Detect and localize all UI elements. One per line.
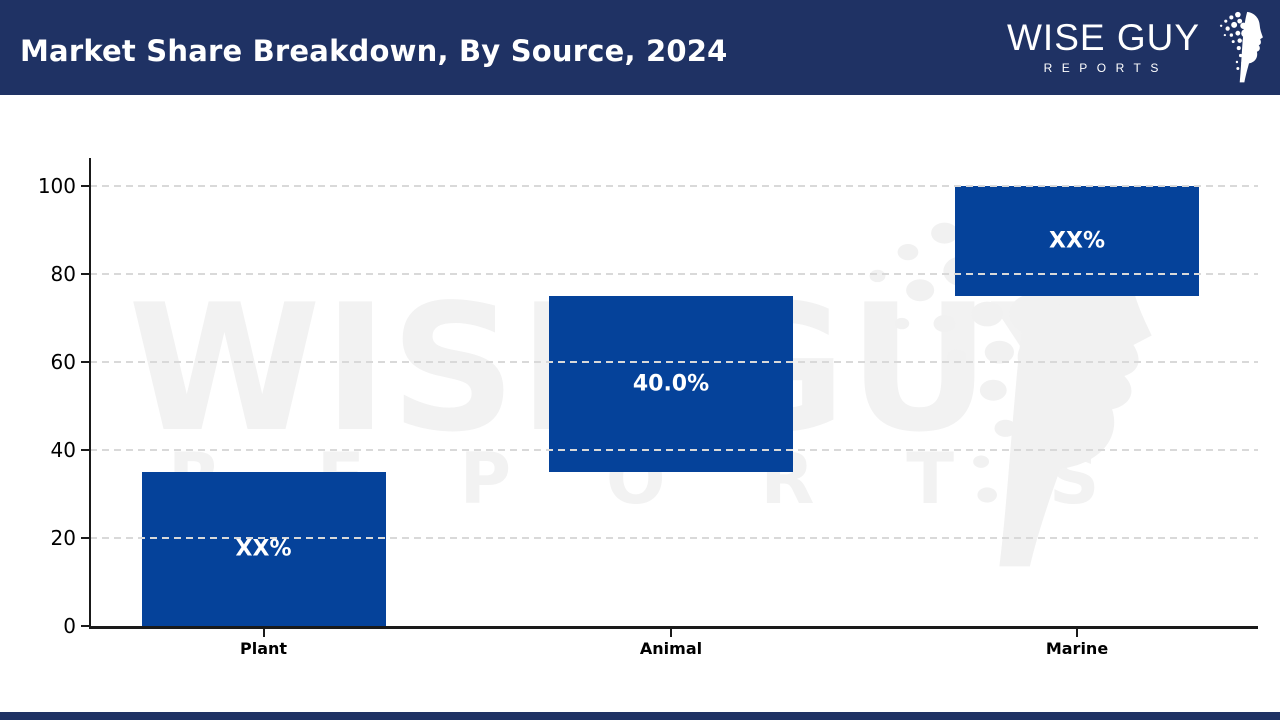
x-tick-mark xyxy=(262,629,265,637)
brand-name: WISE GUY xyxy=(1007,17,1201,58)
x-tick-mark xyxy=(1076,629,1078,637)
y-tick-label: 20 xyxy=(50,526,76,550)
y-tick-label: 60 xyxy=(50,350,76,374)
y-axis-line xyxy=(89,158,91,628)
brand-subtitle: REPORTS xyxy=(1043,61,1168,75)
brand-logo-text: WISE GUY REPORTS xyxy=(1007,17,1201,76)
header-bar: Market Share Breakdown, By Source, 2024 … xyxy=(0,0,1280,95)
gridline-80 xyxy=(90,273,1258,275)
y-tick-label: 40 xyxy=(50,438,76,462)
x-tick-label-animal: Animal xyxy=(639,639,703,658)
y-tick-label: 100 xyxy=(37,174,76,198)
gridline-100 xyxy=(90,185,1258,187)
x-tick-label-marine: Marine xyxy=(1045,639,1109,658)
y-tick-mark xyxy=(81,361,89,363)
chart-title: Market Share Breakdown, By Source, 2024 xyxy=(20,34,728,68)
gridline-60 xyxy=(90,361,1258,363)
x-axis-line xyxy=(89,626,1258,629)
brand-logo: WISE GUY REPORTS xyxy=(1007,8,1272,90)
y-tick-mark xyxy=(81,537,89,539)
bar-plant xyxy=(141,472,386,626)
y-tick-mark xyxy=(81,625,89,627)
y-tick-label: 80 xyxy=(50,262,76,286)
footer-bar xyxy=(0,712,1280,720)
bar-value-label-marine: XX% xyxy=(1049,228,1105,254)
bar-value-label-plant: XX% xyxy=(235,536,292,562)
y-tick-mark xyxy=(81,449,89,451)
y-tick-label: 0 xyxy=(63,614,76,638)
gridline-40 xyxy=(90,449,1258,451)
y-tick-mark xyxy=(81,273,89,275)
bar-animal xyxy=(549,296,793,472)
gridline-20 xyxy=(90,537,1258,539)
bar-value-label-animal: 40.0% xyxy=(632,371,710,397)
x-tick-mark xyxy=(670,629,672,637)
x-tick-label-plant: Plant xyxy=(239,639,288,658)
y-tick-mark xyxy=(81,185,89,187)
brand-head-dots-icon xyxy=(1219,11,1263,83)
